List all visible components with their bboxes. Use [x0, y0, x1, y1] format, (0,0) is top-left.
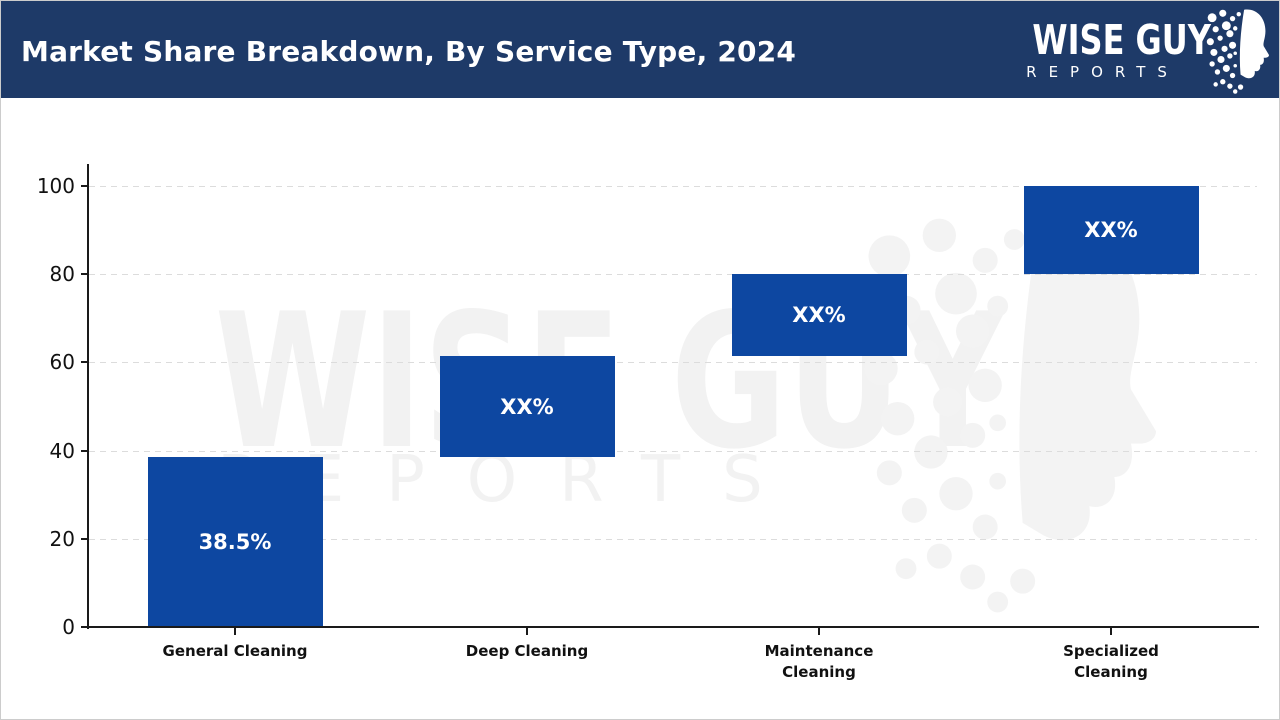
bar-value-label: XX% [792, 303, 846, 327]
brand-logo-text: WISE GUY REPORTS [982, 19, 1211, 81]
bar-segment [147, 457, 323, 627]
y-axis-tick [81, 626, 89, 628]
brand-head-dots-icon [1205, 7, 1269, 96]
gridline [89, 451, 1257, 452]
gridline [89, 539, 1257, 540]
y-axis-tick [81, 538, 89, 540]
bar-value-label: XX% [1084, 218, 1138, 242]
brand-name: WISE GUY [1032, 15, 1211, 64]
x-category-label: General Cleaning [162, 642, 308, 660]
bar-segment [1023, 186, 1199, 274]
bar-segment [731, 274, 907, 356]
header-bar: Market Share Breakdown, By Service Type,… [1, 1, 1279, 98]
y-tick-label: 40 [49, 439, 75, 463]
brand-subname: REPORTS [1026, 62, 1179, 81]
y-tick-label: 20 [49, 527, 75, 551]
brand-logo: WISE GUY REPORTS [982, 1, 1269, 98]
x-category-label: Deep Cleaning [465, 642, 589, 660]
page-title: Market Share Breakdown, By Service Type,… [21, 35, 797, 68]
bar-segment [439, 356, 615, 457]
gridline [89, 362, 1257, 363]
gridline [89, 274, 1257, 275]
y-axis-tick [81, 450, 89, 452]
bar-value-label: XX% [500, 394, 554, 419]
y-tick-label: 0 [62, 615, 75, 639]
bar-value-label: 38.5% [198, 530, 272, 554]
x-category-label: Maintenance Cleaning [764, 642, 874, 681]
y-axis-tick [81, 273, 89, 275]
x-axis-tick [818, 628, 820, 635]
y-tick-label: 80 [49, 262, 75, 286]
x-category-label: Specialized Cleaning [1063, 642, 1159, 681]
y-axis-tick [81, 185, 89, 187]
y-tick-label: 60 [49, 350, 75, 374]
gridline [89, 186, 1257, 187]
y-axis-tick [81, 361, 89, 363]
y-axis-line [87, 164, 89, 629]
y-tick-label: 100 [36, 174, 75, 198]
x-axis-tick [526, 628, 528, 635]
x-axis-tick [234, 628, 236, 635]
x-axis-line [87, 626, 1259, 628]
x-axis-tick [1110, 628, 1112, 635]
